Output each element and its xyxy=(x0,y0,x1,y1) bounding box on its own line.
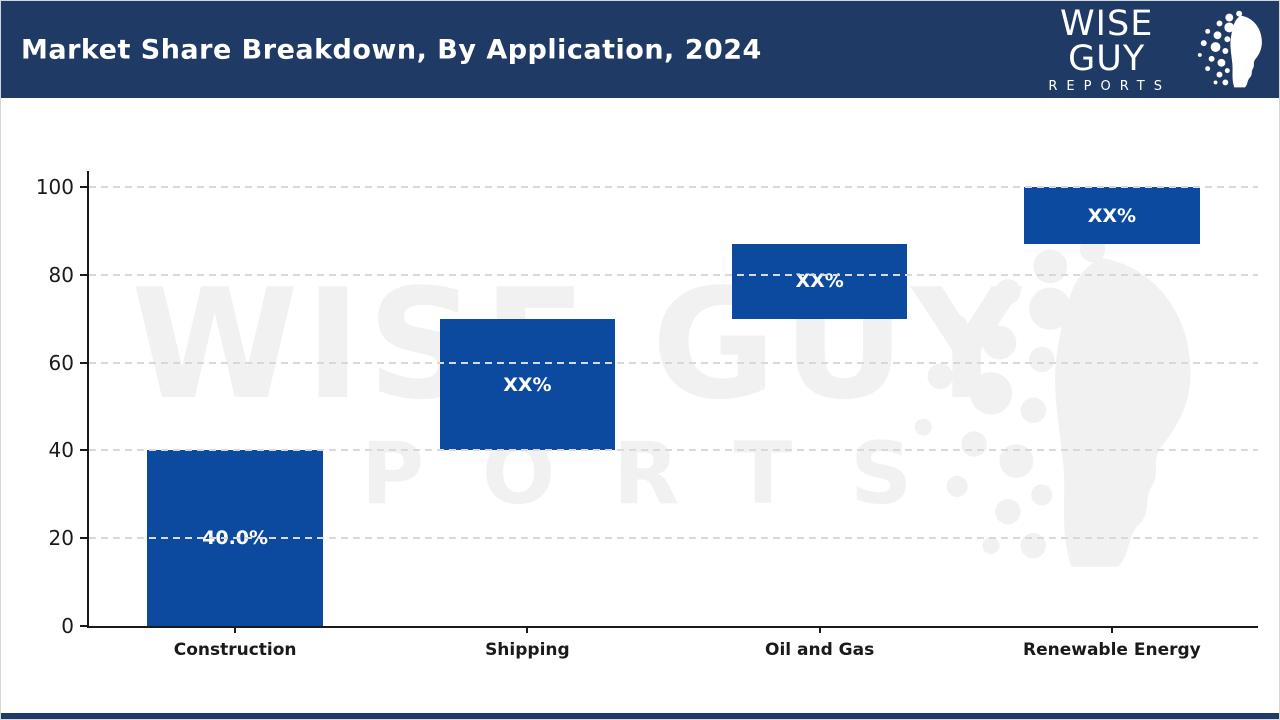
y-axis-tick-label: 40 xyxy=(48,438,74,463)
wiseguy-logo: WISE GUY REPORTS xyxy=(1017,3,1267,94)
gridline-80 xyxy=(89,273,1258,276)
x-tick xyxy=(526,626,529,633)
gridline-20 xyxy=(89,537,1258,540)
bar-shipping: XX% xyxy=(439,318,616,451)
logo-brand-sub: REPORTS xyxy=(1048,78,1171,94)
bar-renewable-energy: XX% xyxy=(1024,187,1200,245)
y-axis-tick-label: 0 xyxy=(61,614,74,638)
x-tick xyxy=(818,626,821,633)
gridline-40 xyxy=(89,449,1258,452)
y-tick xyxy=(80,361,88,364)
y-tick xyxy=(80,537,88,540)
logo-text: WISE GUY REPORTS xyxy=(1017,3,1196,94)
x-axis-category-label: Shipping xyxy=(485,640,570,660)
gridline-100 xyxy=(89,186,1258,188)
y-tick xyxy=(80,625,88,627)
x-tick xyxy=(234,626,237,633)
y-axis-tick-label: 20 xyxy=(48,526,74,551)
bar-oil-and-gas: XX% xyxy=(731,244,908,319)
y-tick xyxy=(80,449,88,452)
watermark-head-icon xyxy=(914,236,1191,567)
y-tick xyxy=(80,273,88,276)
logo-brand-name: WISE GUY xyxy=(1060,3,1154,79)
x-axis-category-label: Renewable Energy xyxy=(1022,640,1201,660)
x-axis-category-label: Construction xyxy=(173,640,297,660)
x-tick xyxy=(1110,626,1113,633)
y-tick xyxy=(80,186,88,188)
x-axis-category-label: Oil and Gas xyxy=(765,640,875,660)
header: Market Share Breakdown, By Application, … xyxy=(1,1,1279,98)
y-axis-tick-label: 100 xyxy=(35,175,74,199)
x-axis-line xyxy=(87,626,1258,628)
page-title: Market Share Breakdown, By Application, … xyxy=(21,34,762,65)
bar-value-label: XX% xyxy=(503,373,552,396)
gridline-60 xyxy=(89,361,1258,364)
head-silhouette-icon xyxy=(1198,10,1263,88)
y-axis-tick-label: 60 xyxy=(48,350,74,375)
footer-bar xyxy=(1,713,1279,719)
y-axis-tick-label: 80 xyxy=(48,262,74,287)
bar-value-label: XX% xyxy=(1087,204,1137,227)
bar-value-label: XX% xyxy=(795,270,844,293)
y-axis-line xyxy=(87,171,89,628)
